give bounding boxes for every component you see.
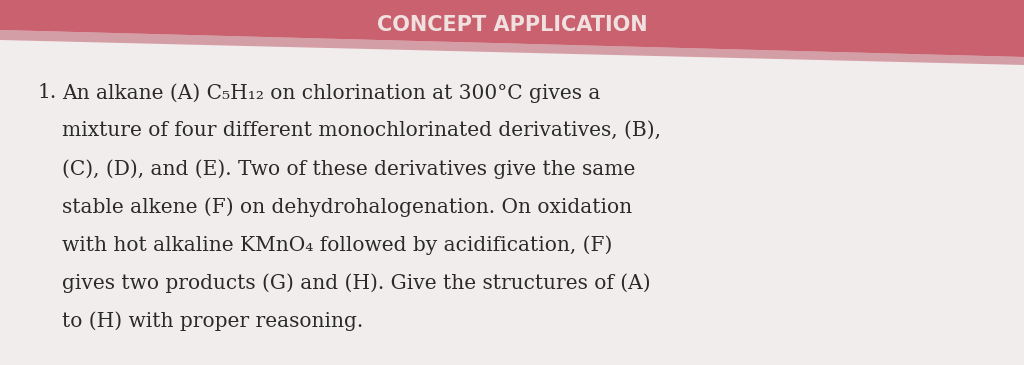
Text: CONCEPT APPLICATION: CONCEPT APPLICATION [377, 15, 647, 35]
Text: An alkane (A) C₅H₁₂ on chlorination at 300°C gives a: An alkane (A) C₅H₁₂ on chlorination at 3… [62, 83, 600, 103]
Text: 1.: 1. [38, 83, 57, 102]
Text: gives two products (G) and (H). Give the structures of (A): gives two products (G) and (H). Give the… [62, 273, 650, 293]
Text: to (H) with proper reasoning.: to (H) with proper reasoning. [62, 311, 364, 331]
Polygon shape [0, 0, 1024, 57]
Text: stable alkene (F) on dehydrohalogenation. On oxidation: stable alkene (F) on dehydrohalogenation… [62, 197, 632, 217]
Polygon shape [0, 30, 1024, 65]
Text: mixture of four different monochlorinated derivatives, (B),: mixture of four different monochlorinate… [62, 121, 662, 140]
Text: (C), (D), and (E). Two of these derivatives give the same: (C), (D), and (E). Two of these derivati… [62, 159, 635, 178]
Text: with hot alkaline KMnO₄ followed by acidification, (F): with hot alkaline KMnO₄ followed by acid… [62, 235, 612, 255]
